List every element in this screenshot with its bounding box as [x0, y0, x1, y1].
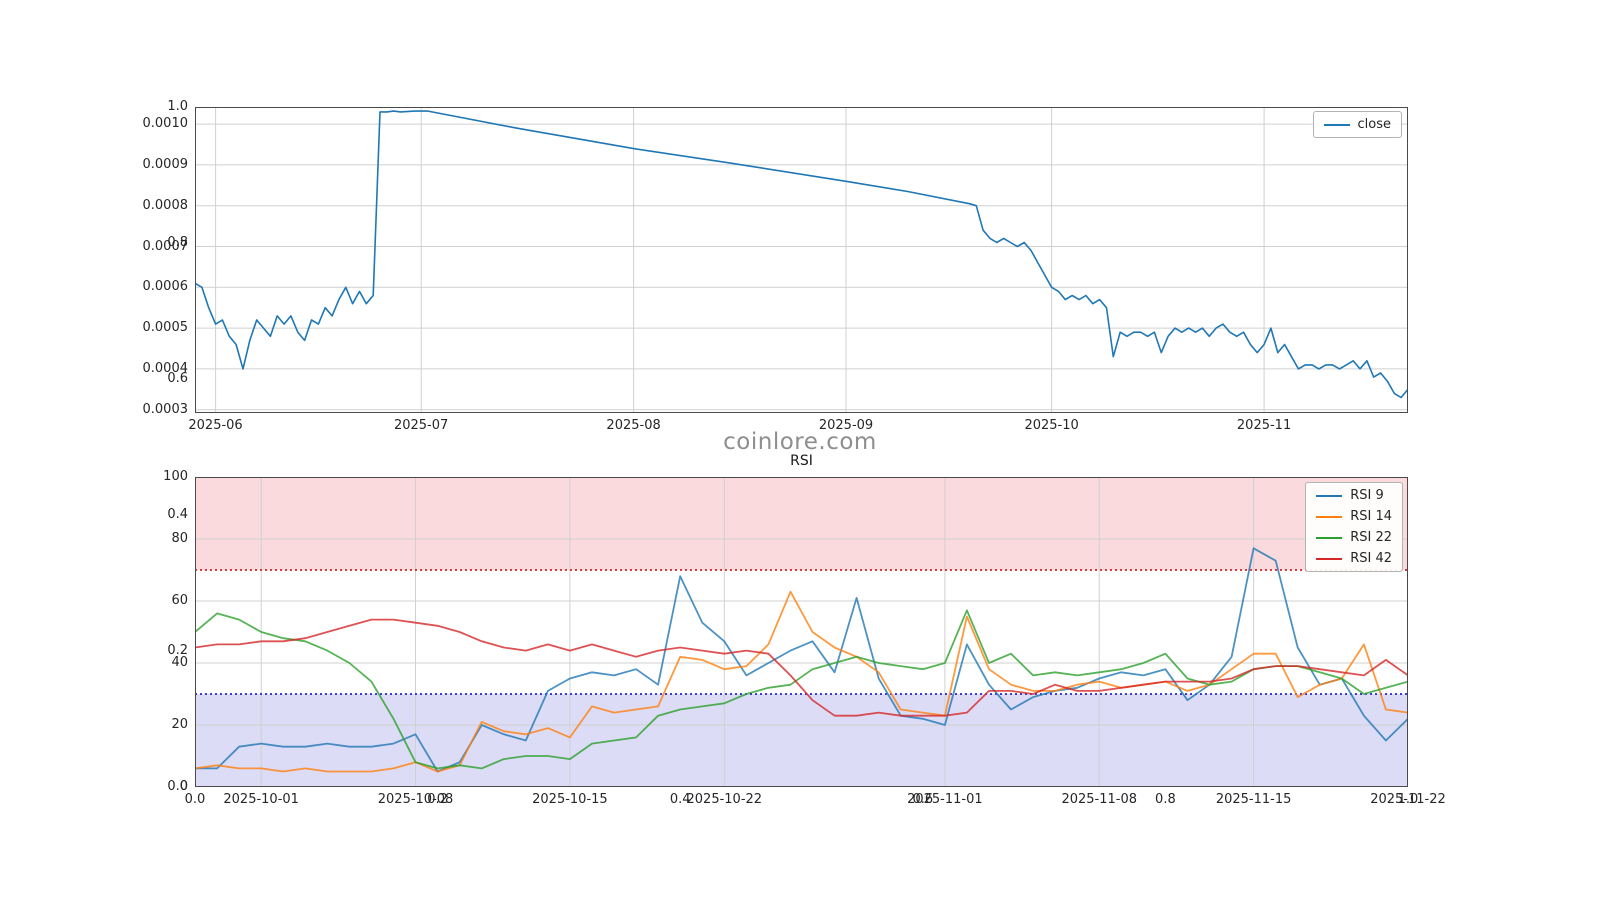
close-line-swatch [1323, 123, 1350, 126]
y-tick-label: 0.0010 [142, 116, 189, 132]
series-line-rsi-9 [195, 547, 1408, 773]
x-tick-label: 2025-11 [1236, 418, 1292, 433]
rsi-chart-plot [195, 477, 1408, 787]
overbought-band [195, 477, 1408, 570]
x-tick-label: 2025-10 [1024, 418, 1079, 433]
legend-item-rsi22: RSI 22 [1316, 530, 1392, 545]
y-tick-label: 0.0006 [142, 279, 189, 295]
legend-label-rsi9: RSI 9 [1350, 488, 1384, 503]
x-tick-label: 2025-08 [606, 418, 661, 433]
rsi-legend: RSI 9 RSI 14 RSI 22 RSI 42 [1305, 482, 1403, 572]
rsi42-line-swatch [1316, 557, 1343, 560]
rsi-chart-title: RSI [790, 453, 813, 469]
x-tick-label: 2025-10-01 [223, 792, 299, 807]
base-axis-bottom-tick: 0.4 [669, 792, 691, 807]
series-line-rsi-14 [195, 590, 1408, 773]
base-axis-bottom-tick: 1.0 [1397, 792, 1419, 807]
series-line-rsi-22 [195, 609, 1408, 770]
x-tick-label: 2025-09 [818, 418, 874, 433]
y-tick-label: 0.0009 [142, 156, 189, 172]
legend-item-rsi9: RSI 9 [1316, 488, 1392, 503]
base-axis-left-tick: 0.6 [167, 371, 188, 386]
legend-label-rsi14: RSI 14 [1350, 509, 1392, 524]
y-tick-label: 0.0005 [142, 320, 189, 336]
x-tick-label: 2025-10-08 [377, 792, 454, 807]
y-tick-label: 80 [171, 531, 188, 546]
legend-label-close: close [1357, 117, 1391, 132]
base-axis-left-tick: 0.8 [167, 235, 188, 250]
legend-label-rsi42: RSI 42 [1350, 551, 1392, 566]
axes-spines [195, 477, 1408, 787]
y-tick-label: 60 [171, 593, 188, 608]
x-tick-label: 2025-10-15 [532, 792, 608, 807]
x-tick-label: 2025-06 [188, 418, 243, 433]
rsi22-line-swatch [1316, 536, 1343, 539]
y-tick-label: 100 [163, 469, 188, 484]
price-chart-plot [195, 107, 1408, 413]
oversold-band [195, 694, 1408, 787]
base-axis-bottom-tick: 0.2 [427, 792, 448, 807]
rsi14-line-swatch [1316, 515, 1343, 518]
x-tick-label: 2025-07 [393, 418, 449, 433]
y-tick-label: 20 [171, 717, 188, 732]
y-tick-label: 0.0008 [142, 197, 189, 213]
price-legend: close [1312, 111, 1402, 138]
base-axis-bottom-tick: 0.0 [184, 792, 206, 807]
watermark: coinlore.com [723, 429, 877, 455]
base-axis-left-tick: 0.2 [167, 643, 188, 658]
axes-spines [195, 107, 1408, 413]
y-tick-label: 40 [171, 655, 188, 670]
y-tick-label: 0.0004 [142, 360, 189, 376]
rsi9-line-swatch [1316, 494, 1343, 497]
y-tick-label: 0.0003 [142, 401, 189, 417]
legend-label-rsi22: RSI 22 [1350, 530, 1392, 545]
legend-item-close: close [1323, 117, 1391, 132]
x-tick-label: 2025-11-22 [1370, 792, 1446, 807]
x-tick-label: 2025-11-15 [1215, 792, 1292, 807]
base-axis-bottom-tick: 0.6 [912, 792, 934, 807]
x-tick-label: 2025-10-22 [686, 792, 763, 807]
x-tick-label: 2025-11-08 [1061, 792, 1138, 807]
base-axis-bottom-tick: 0.8 [1155, 792, 1176, 807]
legend-item-rsi14: RSI 14 [1316, 509, 1392, 524]
y-tick-label: 0.0007 [142, 238, 189, 254]
x-tick-label: 2025-11-01 [907, 792, 983, 807]
base-axis-left-tick: 0.4 [167, 507, 188, 522]
legend-item-rsi42: RSI 42 [1316, 551, 1392, 566]
base-axis-left-tick: 1.0 [167, 99, 188, 114]
base-axis-left-tick: 0.0 [167, 779, 188, 794]
series-line-close [195, 110, 1408, 399]
series-line-rsi-42 [195, 618, 1408, 717]
y-tick-label: 0 [179, 779, 188, 794]
